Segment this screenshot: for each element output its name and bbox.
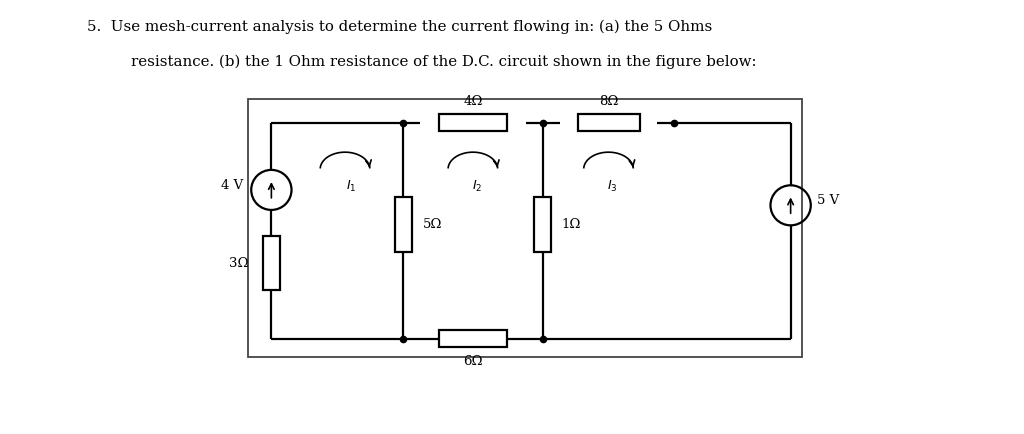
Text: $I_2$: $I_2$ [472,178,482,194]
Bar [535,197,551,252]
Text: 1Ω: 1Ω [561,218,581,231]
Bar [248,99,802,357]
Bar [578,115,640,132]
Text: 8Ω: 8Ω [599,95,618,108]
Text: 4Ω: 4Ω [463,95,482,108]
Bar [438,115,507,132]
Bar [394,197,412,252]
Text: 5Ω: 5Ω [423,218,442,231]
Bar [263,236,280,290]
Text: 4 V: 4 V [221,179,244,192]
Text: 5.  Use mesh-current analysis to determine the current flowing in: (a) the 5 Ohm: 5. Use mesh-current analysis to determin… [87,20,713,34]
Text: 6Ω: 6Ω [463,355,482,368]
Text: $I_3$: $I_3$ [607,178,617,194]
Text: $I_1$: $I_1$ [346,178,356,194]
Text: 3Ω: 3Ω [228,256,248,270]
Text: 5 V: 5 V [817,194,840,207]
Bar [438,330,507,347]
Text: resistance. (b) the 1 Ohm resistance of the D.C. circuit shown in the figure bel: resistance. (b) the 1 Ohm resistance of … [131,54,757,69]
